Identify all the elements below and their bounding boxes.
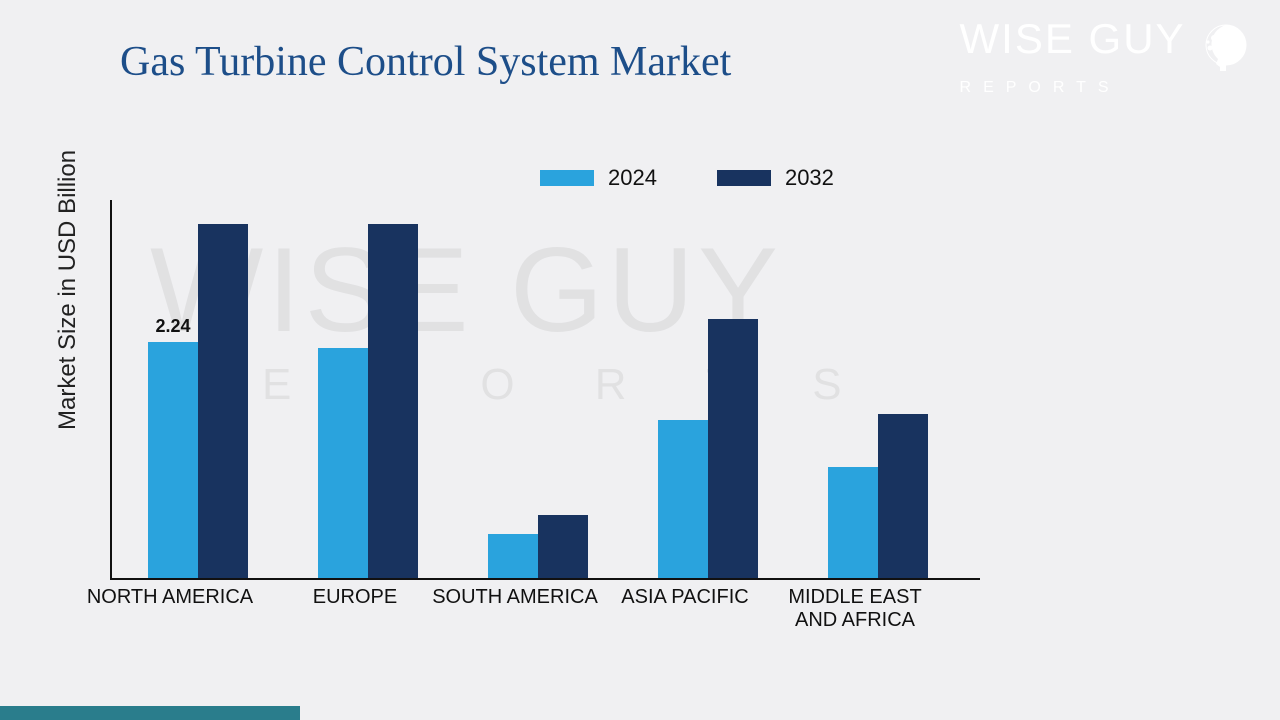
bar-2-b <box>538 515 588 578</box>
plot-area: 2.24 <box>110 200 980 580</box>
category-label-4: MIDDLE EAST AND AFRICA <box>770 586 940 632</box>
bar-4-b <box>878 414 928 578</box>
bar-1-b <box>368 224 418 578</box>
category-label-1: EUROPE <box>270 586 440 609</box>
category-label-2: SOUTH AMERICA <box>430 586 600 609</box>
bar-4-a <box>828 467 878 578</box>
x-axis-line <box>110 578 980 580</box>
legend-swatch-2032 <box>717 170 771 186</box>
legend-item-2024: 2024 <box>540 165 657 191</box>
bar-0-a: 2.24 <box>148 342 198 578</box>
category-label-3: ASIA PACIFIC <box>600 586 770 609</box>
page-root: WISE GUY REPORTS Gas Turbine Control Sys… <box>0 0 1280 720</box>
footer-accent-strip <box>0 706 300 720</box>
bar-2-a <box>488 534 538 578</box>
legend-item-2032: 2032 <box>717 165 834 191</box>
brand-logo: WISE GUY REPORTS <box>960 18 1250 96</box>
category-label-0: NORTH AMERICA <box>85 586 255 609</box>
right-panel <box>960 0 1280 720</box>
legend: 2024 2032 <box>540 165 834 191</box>
bar-0-a-label: 2.24 <box>148 316 198 337</box>
bar-0-b <box>198 224 248 578</box>
y-axis-label: Market Size in USD Billion <box>54 150 82 430</box>
legend-label-2024: 2024 <box>608 165 657 191</box>
bar-3-b <box>708 319 758 578</box>
logo-line1: WISE GUY <box>960 15 1186 62</box>
chart-title: Gas Turbine Control System Market <box>120 38 731 86</box>
bar-1-a <box>318 348 368 578</box>
bar-3-a <box>658 420 708 578</box>
head-icon <box>1196 18 1250 76</box>
legend-swatch-2024 <box>540 170 594 186</box>
legend-label-2032: 2032 <box>785 165 834 191</box>
y-axis-line <box>110 200 112 580</box>
logo-line2: REPORTS <box>960 80 1250 96</box>
